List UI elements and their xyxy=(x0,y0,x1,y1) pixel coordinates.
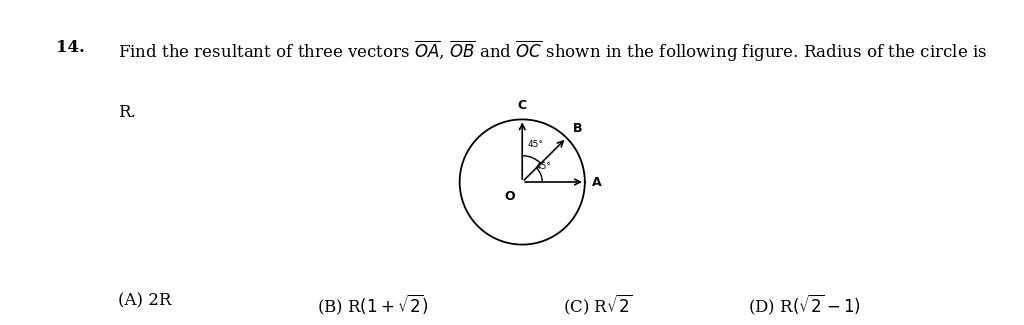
Text: (C) R$\sqrt{2}$: (C) R$\sqrt{2}$ xyxy=(563,292,633,317)
Text: O: O xyxy=(504,189,515,202)
Text: 14.: 14. xyxy=(56,39,85,56)
Text: R.: R. xyxy=(118,104,135,121)
Text: 45°: 45° xyxy=(527,140,543,150)
Text: (D) R$(\sqrt{2}-1)$: (D) R$(\sqrt{2}-1)$ xyxy=(748,292,860,317)
Text: 45°: 45° xyxy=(536,162,552,171)
Text: A: A xyxy=(592,176,602,188)
Text: Find the resultant of three vectors $\overline{OA}$, $\overline{OB}$ and $\overl: Find the resultant of three vectors $\ov… xyxy=(118,39,987,64)
Text: B: B xyxy=(572,122,583,135)
Text: C: C xyxy=(518,99,526,112)
Text: (B) R$(1+\sqrt{2})$: (B) R$(1+\sqrt{2})$ xyxy=(317,292,429,317)
Text: (A) 2R: (A) 2R xyxy=(118,292,171,309)
